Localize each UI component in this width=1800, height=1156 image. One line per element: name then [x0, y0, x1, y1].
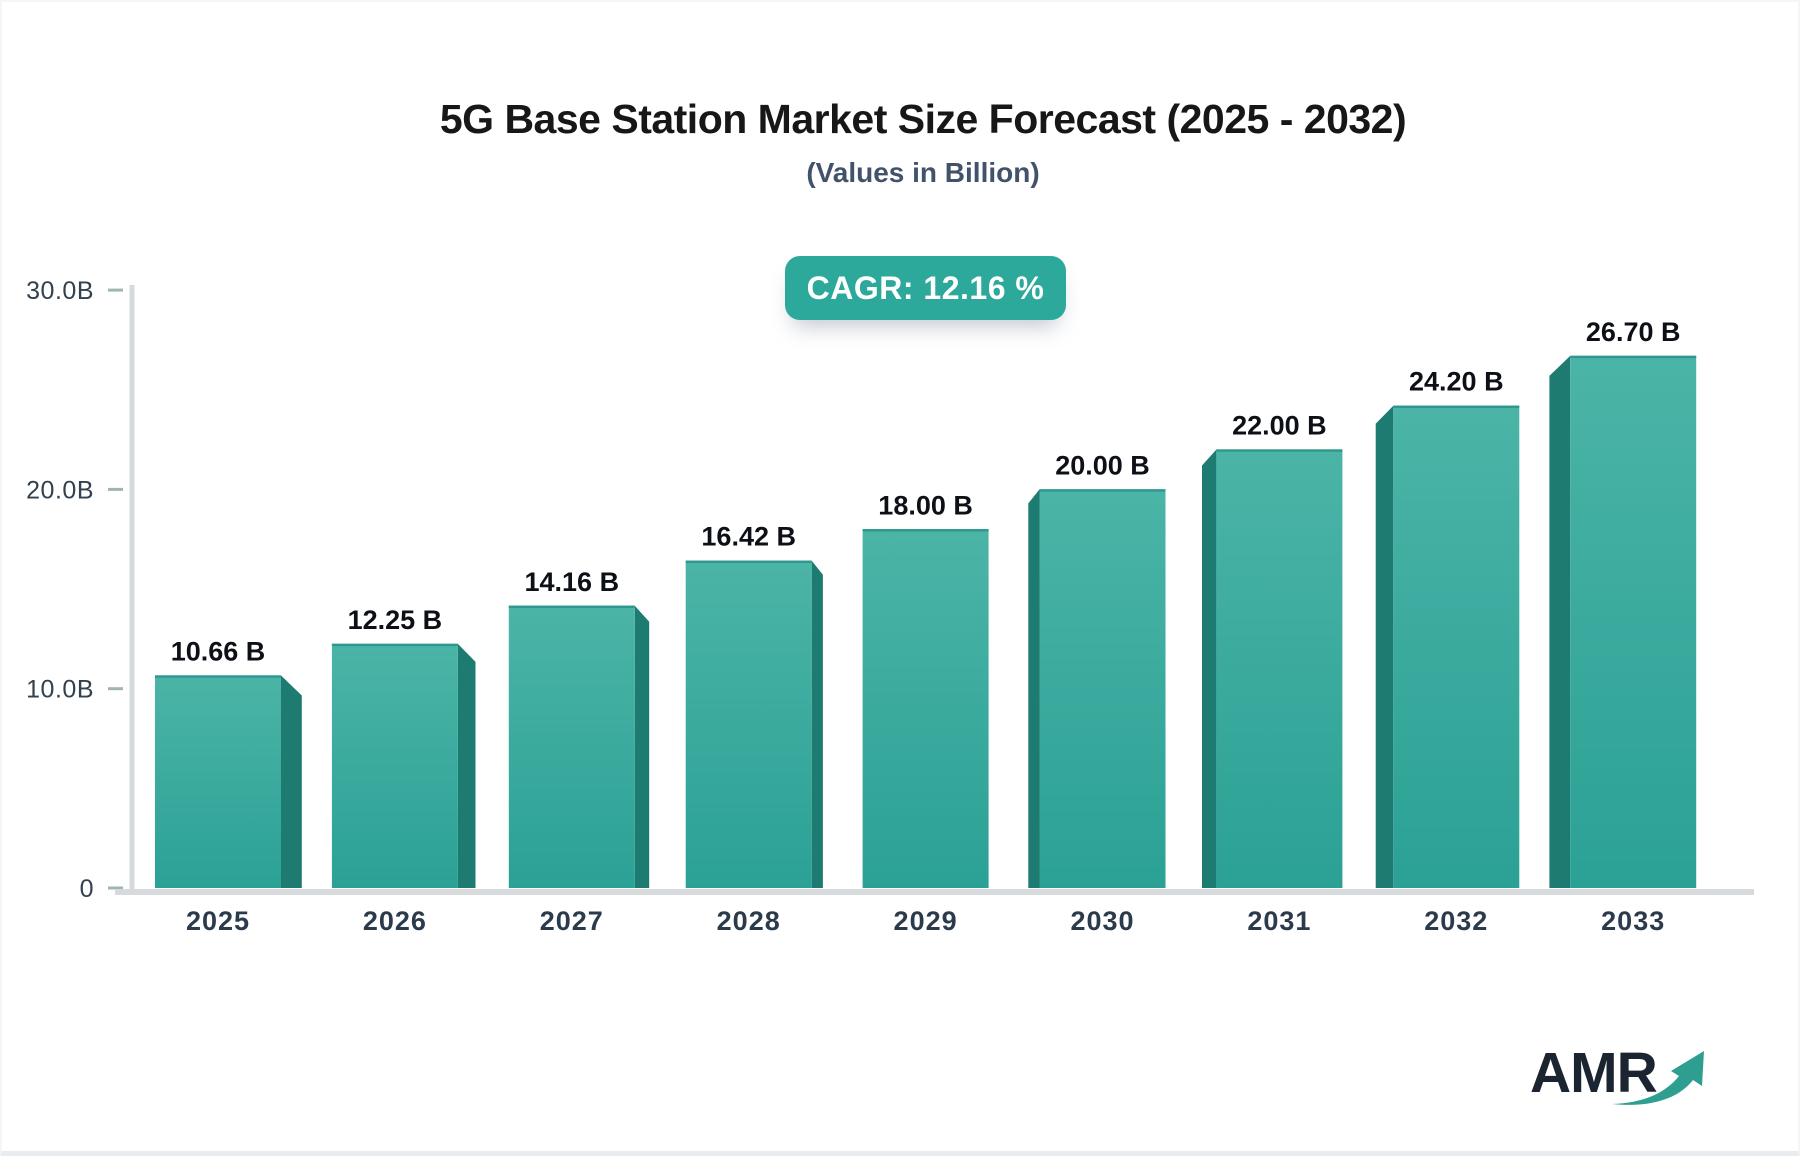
- chart-title: 5G Base Station Market Size Forecast (20…: [439, 96, 1407, 142]
- chart-bar: [331, 643, 458, 888]
- chart-bar: [1393, 405, 1520, 888]
- chart-bar: [155, 675, 281, 888]
- amr-logo-text: AMR: [1530, 1041, 1658, 1105]
- chart-bar: [685, 560, 812, 888]
- bar-value-label: 16.42 B: [701, 522, 796, 552]
- bar-side-panel: [457, 643, 476, 888]
- chart-bar: [1039, 489, 1166, 888]
- bar-value-label: 26.70 B: [1586, 317, 1681, 347]
- chart-subtitle: (Values in Billion): [806, 157, 1040, 188]
- chart-bar: [1216, 449, 1343, 888]
- y-tick-label: 30.0B: [26, 277, 94, 305]
- x-tick-label: 2026: [363, 906, 427, 936]
- x-tick-label: 2030: [1070, 906, 1134, 936]
- chart-header: 5G Base Station Market Size Forecast (20…: [48, 2, 1798, 189]
- bar-side-panel: [1549, 355, 1571, 888]
- bar-value-label: 20.00 B: [1055, 450, 1150, 480]
- y-tick-label: 10.0B: [26, 676, 94, 704]
- bar-value-label: 22.00 B: [1232, 411, 1327, 441]
- growth-arrow-icon: [1612, 1051, 1704, 1105]
- bar-side-panel: [281, 675, 302, 888]
- chart-bar: [1570, 355, 1697, 888]
- chart-bar: [862, 529, 989, 888]
- bar-side-panel: [634, 605, 650, 888]
- x-tick-label: 2028: [717, 906, 781, 936]
- cagr-badge: CAGR: 12.16 %: [785, 256, 1066, 320]
- y-tick-label: 20.0B: [26, 476, 94, 504]
- amr-logo: AMR: [1530, 1040, 1730, 1126]
- x-tick-label: 2031: [1247, 906, 1311, 936]
- bar-value-label: 14.16 B: [525, 567, 620, 597]
- bar-value-label: 10.66 B: [171, 637, 266, 667]
- x-tick-label: 2032: [1424, 906, 1488, 936]
- bar-value-label: 18.00 B: [878, 490, 973, 520]
- x-tick-label: 2029: [894, 906, 958, 936]
- x-tick-label: 2033: [1601, 906, 1665, 936]
- bar-side-panel: [1375, 405, 1394, 888]
- bar-side-panel: [1028, 489, 1040, 888]
- x-tick-label: 2027: [540, 906, 604, 936]
- bar-value-label: 12.25 B: [348, 605, 443, 635]
- bar-value-label: 24.20 B: [1409, 367, 1504, 397]
- bar-side-panel: [1202, 449, 1217, 888]
- cagr-badge-label: CAGR: 12.16 %: [806, 269, 1045, 306]
- bar-side-panel: [811, 560, 823, 888]
- x-tick-label: 2025: [186, 906, 250, 936]
- y-tick-label: 0: [80, 875, 94, 903]
- chart-bar: [508, 605, 635, 888]
